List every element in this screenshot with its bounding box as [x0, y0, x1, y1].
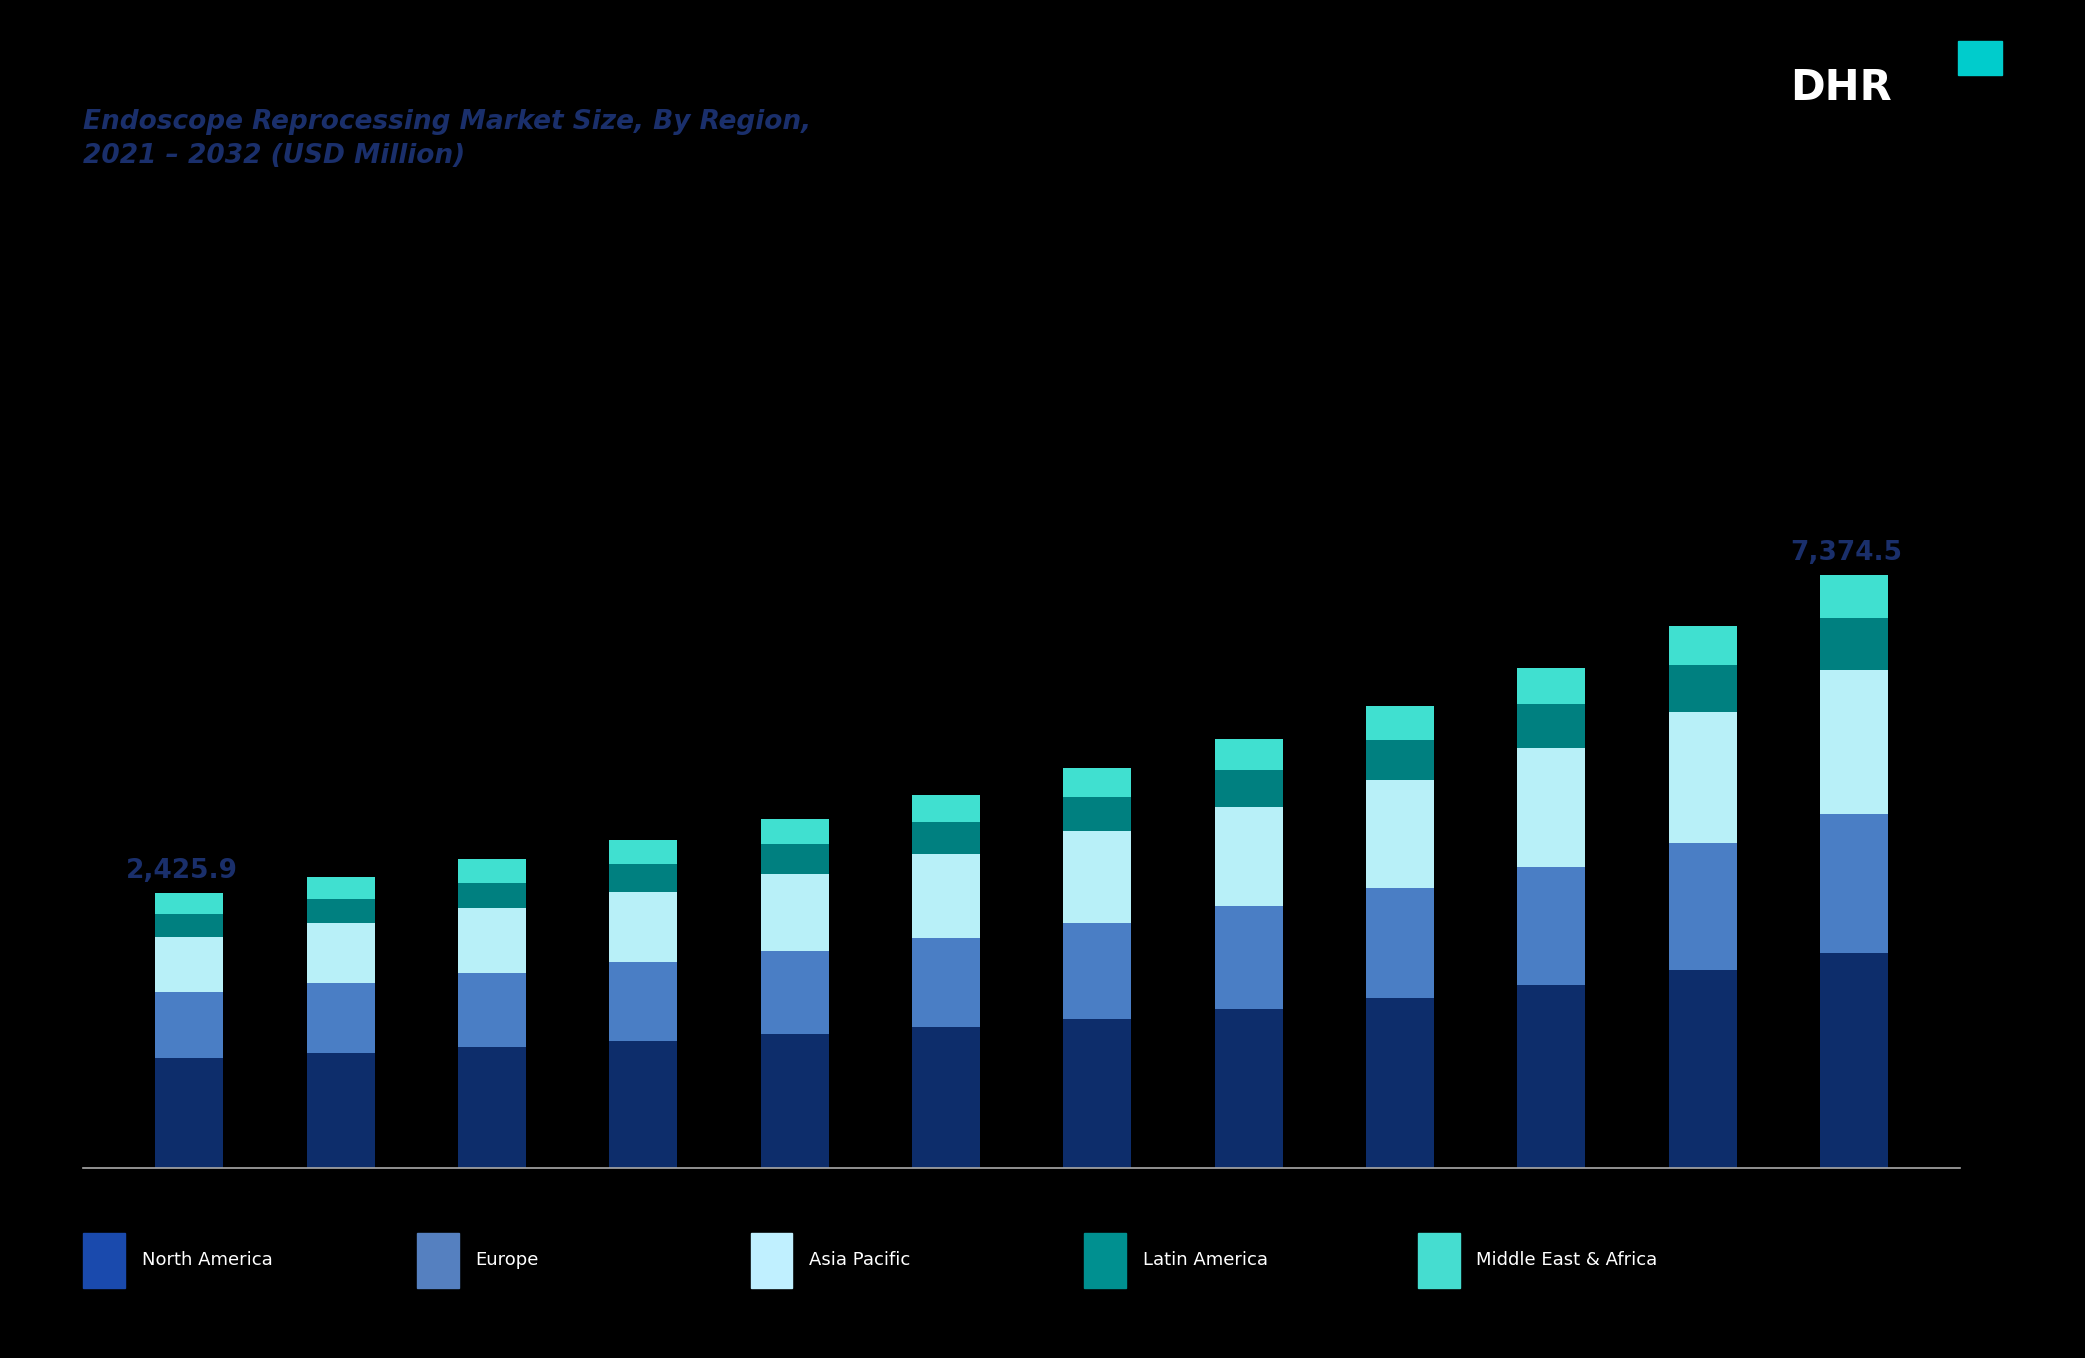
Bar	[609, 963, 678, 1042]
Bar	[1216, 907, 1282, 1009]
Bar	[1518, 705, 1585, 748]
Bar	[154, 993, 223, 1058]
Text: 2,425.9: 2,425.9	[125, 858, 238, 884]
Bar	[761, 819, 828, 845]
Text: Middle East & Africa: Middle East & Africa	[1476, 1251, 1658, 1268]
Text: Europe: Europe	[475, 1251, 538, 1268]
Bar	[1518, 748, 1585, 866]
Bar	[154, 894, 223, 914]
Bar	[1820, 618, 1889, 669]
Bar	[1518, 668, 1585, 705]
Bar	[1668, 626, 1737, 665]
Bar	[154, 1058, 223, 1168]
Bar	[1063, 831, 1132, 923]
Bar	[1084, 1233, 1126, 1287]
Bar	[83, 1233, 125, 1287]
Bar	[306, 1052, 375, 1168]
Bar	[1216, 770, 1282, 807]
Bar	[1063, 923, 1132, 1018]
Bar	[306, 983, 375, 1052]
Bar	[1820, 576, 1889, 618]
Bar	[154, 914, 223, 937]
Bar	[1063, 1018, 1132, 1168]
Bar	[459, 974, 525, 1047]
Bar	[1418, 1233, 1460, 1287]
Text: 7,374.5: 7,374.5	[1791, 540, 1902, 566]
Bar	[761, 873, 828, 951]
Bar	[1668, 971, 1737, 1168]
Bar	[459, 883, 525, 909]
Bar	[1668, 713, 1737, 842]
Bar	[1668, 665, 1737, 713]
Bar	[1216, 1009, 1282, 1168]
Bar	[306, 899, 375, 923]
Bar	[911, 1027, 980, 1168]
Bar	[1366, 779, 1434, 888]
Bar	[1366, 888, 1434, 998]
Bar	[911, 794, 980, 823]
Bar	[1063, 797, 1132, 831]
Bar	[306, 877, 375, 899]
Bar	[609, 864, 678, 892]
Bar	[761, 951, 828, 1035]
Bar	[1518, 985, 1585, 1168]
Bar	[1958, 41, 2002, 75]
Bar	[609, 839, 678, 864]
Bar	[1366, 998, 1434, 1168]
Bar	[911, 823, 980, 854]
Bar	[751, 1233, 792, 1287]
Bar	[1820, 669, 1889, 813]
Bar	[1216, 807, 1282, 907]
Text: Asia Pacific: Asia Pacific	[809, 1251, 911, 1268]
Bar	[609, 892, 678, 963]
Bar	[459, 860, 525, 883]
Bar	[1518, 866, 1585, 985]
Bar	[911, 854, 980, 937]
Bar	[154, 937, 223, 993]
Text: DHR: DHR	[1791, 68, 1893, 109]
Bar	[1366, 740, 1434, 779]
Bar	[1820, 813, 1889, 953]
Bar	[459, 909, 525, 974]
Bar	[609, 1042, 678, 1168]
Bar	[1216, 739, 1282, 770]
Text: Latin America: Latin America	[1143, 1251, 1268, 1268]
Bar	[417, 1233, 459, 1287]
Bar	[761, 845, 828, 873]
Bar	[1820, 953, 1889, 1168]
Text: Endoscope Reprocessing Market Size, By Region,
2021 – 2032 (USD Million): Endoscope Reprocessing Market Size, By R…	[83, 109, 811, 168]
Bar	[1366, 706, 1434, 740]
Bar	[1063, 769, 1132, 797]
Bar	[761, 1035, 828, 1168]
Bar	[911, 937, 980, 1027]
Text: North America: North America	[142, 1251, 273, 1268]
Bar	[459, 1047, 525, 1168]
Bar	[1668, 842, 1737, 971]
Bar	[306, 923, 375, 983]
